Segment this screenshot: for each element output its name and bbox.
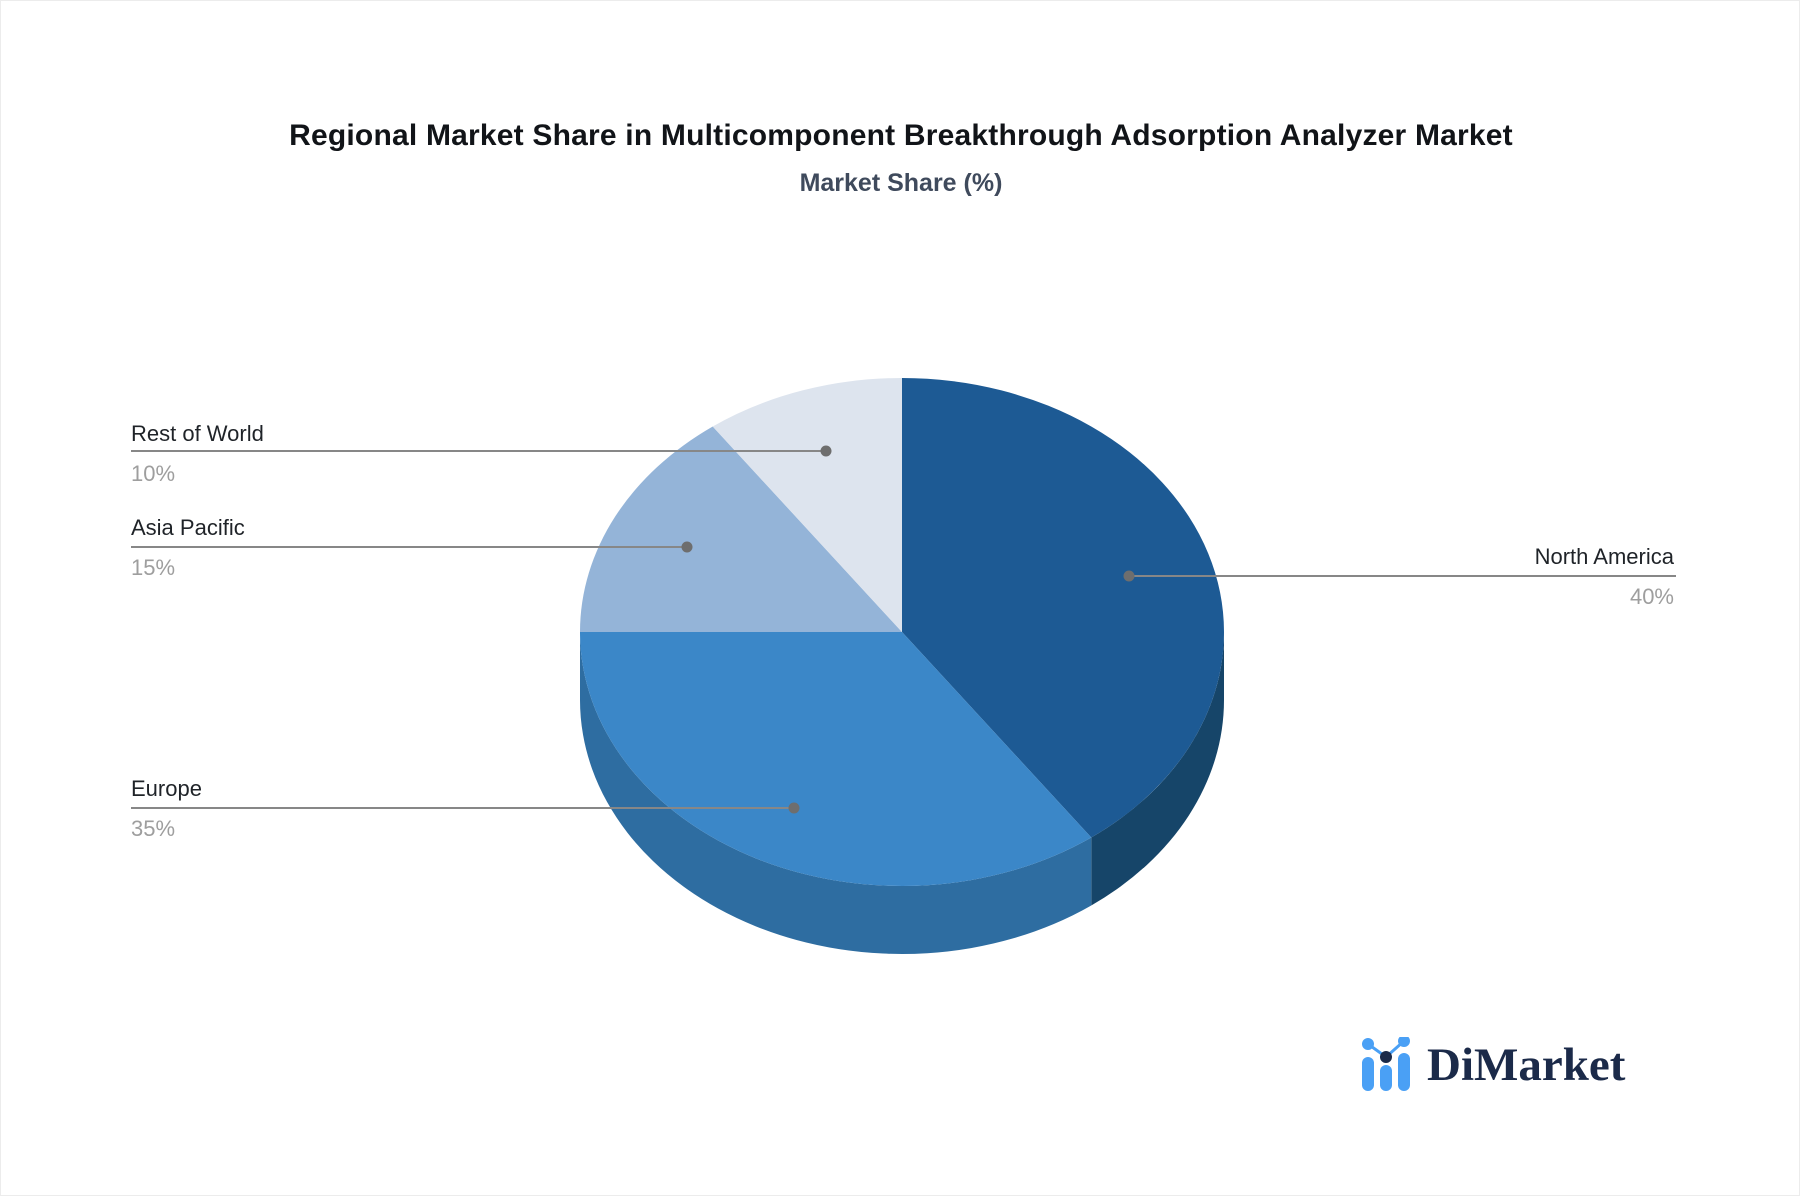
callout-label-europe: Europe xyxy=(131,776,202,801)
pie-slice-asia-pacific[interactable] xyxy=(580,426,902,632)
callout-label-north-america: North America xyxy=(1534,544,1674,569)
callout-value-rest-of-world: 10% xyxy=(131,461,176,486)
callout-label-asia-pacific: Asia Pacific xyxy=(131,515,245,540)
pie-slice-rest-of-world[interactable] xyxy=(712,378,902,632)
callout-value-north-america: 40% xyxy=(1629,584,1674,609)
pie-slice-europe[interactable] xyxy=(580,632,1092,886)
pie-side-europe xyxy=(580,632,1092,954)
brand-logo: DiMarket xyxy=(1361,1037,1625,1099)
pie-slice-north-america[interactable] xyxy=(902,378,1224,838)
logo-text: DiMarket xyxy=(1427,1039,1626,1091)
logo-icon xyxy=(1362,1037,1410,1091)
callout-dot-north-america xyxy=(1123,570,1135,582)
callout-value-europe: 35% xyxy=(131,816,176,841)
callout-value-asia-pacific: 15% xyxy=(131,555,176,580)
callout-label-rest-of-world: Rest of World xyxy=(131,421,264,446)
callout-dot-europe xyxy=(788,802,800,814)
chart-title: Regional Market Share in Multicomponent … xyxy=(289,119,1513,152)
pie-side-north-america xyxy=(1091,632,1224,906)
chart-subtitle: Market Share (%) xyxy=(799,169,1003,197)
callout-dot-rest-of-world xyxy=(820,445,832,457)
callout-dot-asia-pacific xyxy=(681,541,693,553)
